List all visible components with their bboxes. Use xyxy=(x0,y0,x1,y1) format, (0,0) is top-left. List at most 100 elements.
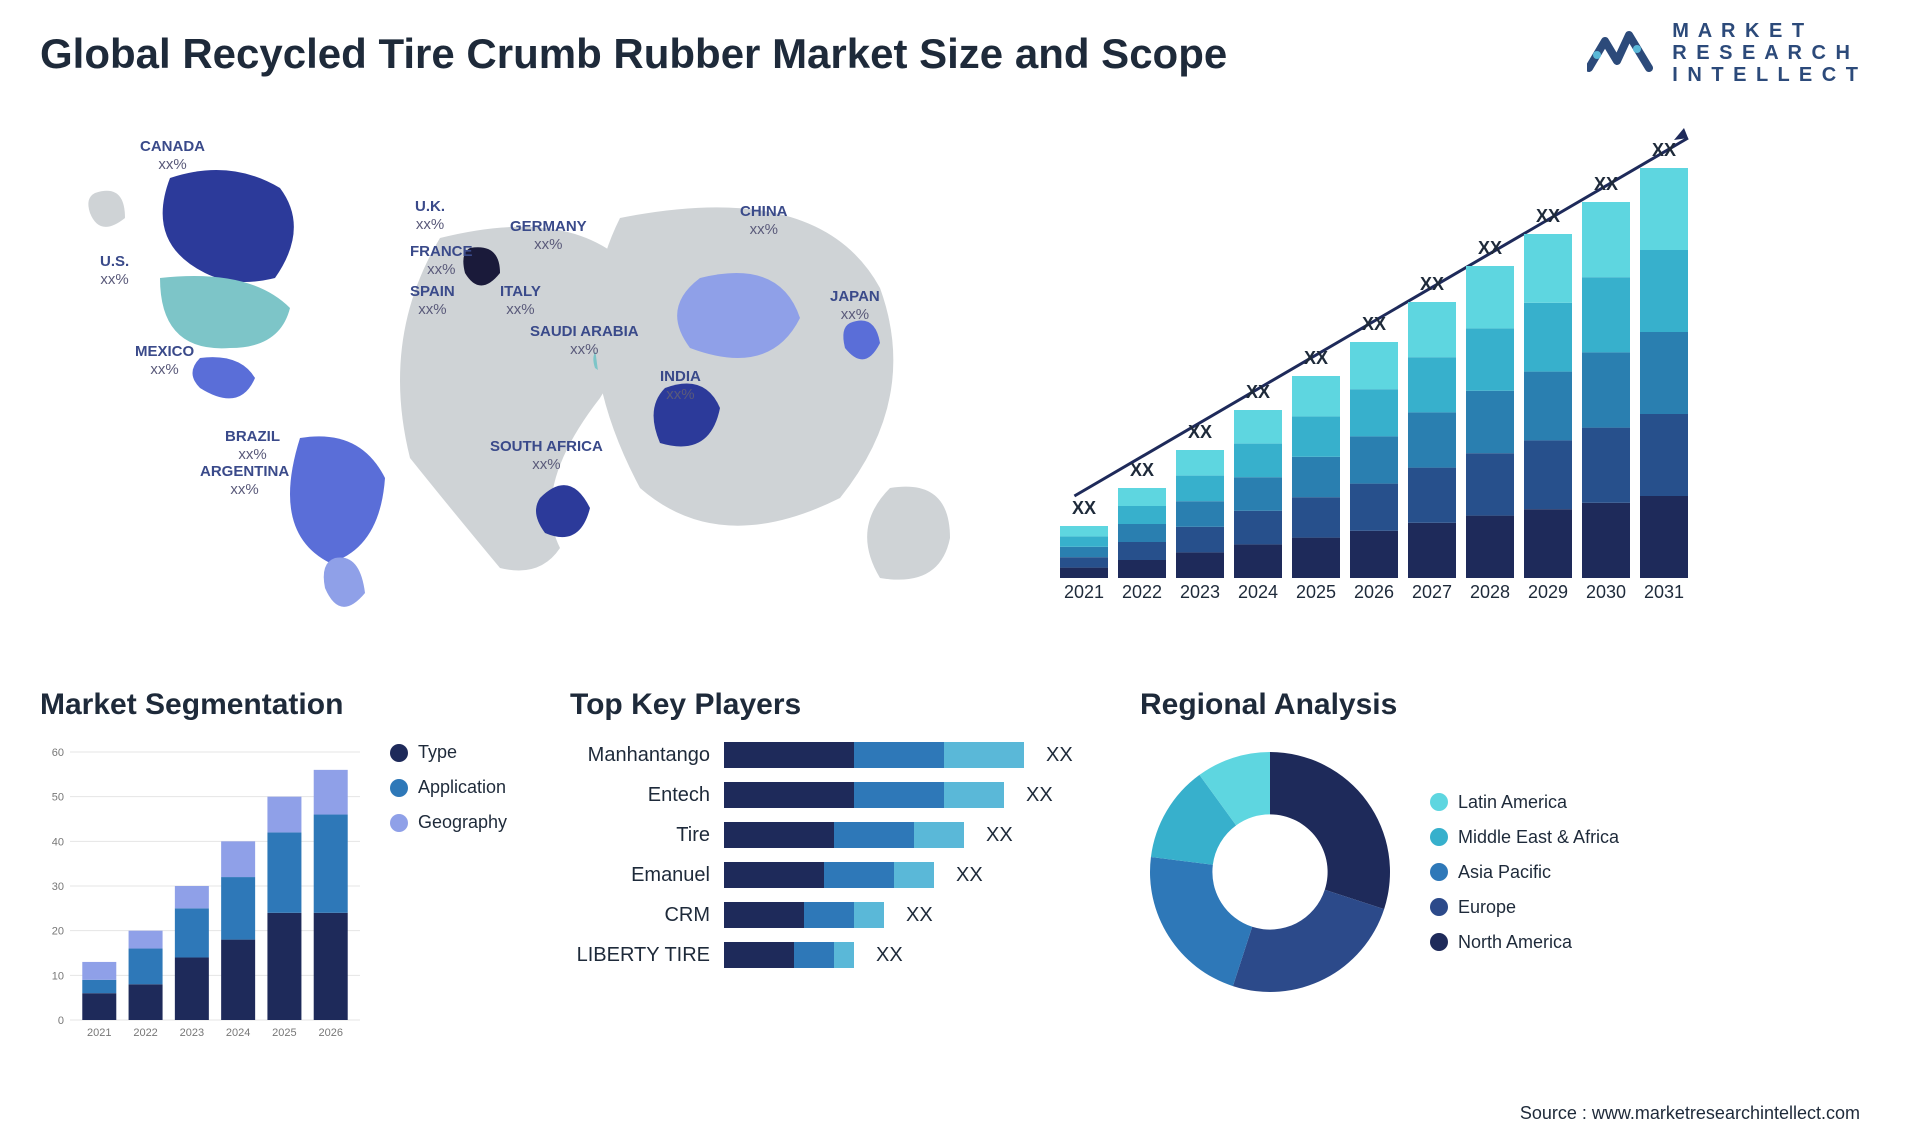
segmentation-chart: 0 10 20 30 40 50 60 2021 2022 2023 2024 2025 2026 xyxy=(40,742,370,1052)
region-legend-item: Middle East & Africa xyxy=(1430,827,1619,848)
svg-text:XX: XX xyxy=(1072,498,1096,518)
region-legend-item: Latin America xyxy=(1430,792,1619,813)
svg-text:2025: 2025 xyxy=(1296,582,1336,602)
svg-text:2031: 2031 xyxy=(1644,582,1684,602)
region-legend-item: Asia Pacific xyxy=(1430,862,1619,883)
key-player-value: XX xyxy=(1026,784,1053,807)
svg-text:20: 20 xyxy=(52,926,64,938)
seg-legend-item: Type xyxy=(390,742,507,763)
regional-section: Regional Analysis Latin America Middle Ea… xyxy=(1140,688,1700,1052)
svg-text:XX: XX xyxy=(1362,314,1386,334)
seg-legend-item: Application xyxy=(390,777,507,798)
key-player-row: Emanuel XX xyxy=(570,862,1110,888)
svg-text:XX: XX xyxy=(1246,382,1270,402)
svg-text:XX: XX xyxy=(1188,422,1212,442)
map-label-spain: SPAINxx% xyxy=(410,283,455,319)
key-player-bar xyxy=(724,862,934,888)
key-player-bar xyxy=(724,742,1024,768)
key-player-value: XX xyxy=(876,944,903,967)
key-players-section: Top Key Players ManhantangoXXEntechXXTir… xyxy=(570,688,1110,1052)
svg-text:2026: 2026 xyxy=(1354,582,1394,602)
region-legend-item: North America xyxy=(1430,932,1619,953)
world-map: CANADAxx% U.S.xx% MEXICOxx% BRAZILxx%ARGENT… xyxy=(40,108,980,658)
segmentation-section: Market Segmentation 0 10 20 30 40 50 60 2021 202… xyxy=(40,688,540,1052)
svg-text:2027: 2027 xyxy=(1412,582,1452,602)
key-player-bar xyxy=(724,902,884,928)
growth-bar-chart: XX 2021 XX 2022 XX 2023 XX 2024 XX 2025 XX 2026 XX 20… xyxy=(1020,108,1860,658)
world-map-svg xyxy=(40,108,980,658)
key-player-value: XX xyxy=(1046,744,1073,767)
map-label-south-africa: SOUTH AFRICAxx% xyxy=(490,438,603,474)
svg-text:0: 0 xyxy=(58,1015,64,1027)
key-player-label: LIBERTY TIRE xyxy=(570,944,710,967)
key-player-row: CRM XX xyxy=(570,902,1110,928)
map-label-france: FRANCExx% xyxy=(410,243,473,279)
svg-text:2021: 2021 xyxy=(87,1027,111,1039)
svg-text:XX: XX xyxy=(1130,460,1154,480)
svg-text:2021: 2021 xyxy=(1064,582,1104,602)
svg-text:XX: XX xyxy=(1536,206,1560,226)
key-players-title: Top Key Players xyxy=(570,688,1110,722)
svg-text:XX: XX xyxy=(1304,348,1328,368)
regional-legend: Latin America Middle East & Africa Asia Pa… xyxy=(1430,792,1619,953)
svg-text:XX: XX xyxy=(1652,140,1676,160)
svg-text:XX: XX xyxy=(1594,174,1618,194)
svg-text:2022: 2022 xyxy=(133,1027,157,1039)
key-player-bar xyxy=(724,782,1004,808)
key-player-label: Tire xyxy=(570,824,710,847)
regional-donut-chart xyxy=(1140,742,1400,1002)
svg-text:2025: 2025 xyxy=(272,1027,296,1039)
key-player-value: XX xyxy=(986,824,1013,847)
svg-text:2029: 2029 xyxy=(1528,582,1568,602)
segmentation-legend: Type Application Geography xyxy=(390,742,507,1052)
svg-text:30: 30 xyxy=(52,881,64,893)
svg-text:2026: 2026 xyxy=(318,1027,342,1039)
key-players-rows: Manhantango XX Entech XX Tire XX Emanuel XX CRM X… xyxy=(570,742,1110,968)
key-player-row: Entech XX xyxy=(570,782,1110,808)
svg-text:XX: XX xyxy=(1420,274,1444,294)
svg-text:2030: 2030 xyxy=(1586,582,1626,602)
svg-text:40: 40 xyxy=(52,836,64,848)
seg-legend-item: Geography xyxy=(390,812,507,833)
map-label-italy: ITALYxx% xyxy=(500,283,541,319)
brand-logo: M A R K E T R E S E A R C H I N T E L L … xyxy=(1587,20,1860,86)
key-player-row: Manhantango XX xyxy=(570,742,1110,768)
map-label-germany: GERMANYxx% xyxy=(510,218,587,254)
map-label-brazil: BRAZILxx% xyxy=(225,428,280,464)
svg-text:2023: 2023 xyxy=(1180,582,1220,602)
key-player-label: Manhantango xyxy=(570,744,710,767)
brand-line3: I N T E L L E C T xyxy=(1672,64,1860,86)
key-player-row: LIBERTY TIRE XX xyxy=(570,942,1110,968)
key-player-bar xyxy=(724,942,854,968)
svg-text:10: 10 xyxy=(52,970,64,982)
source-text: Source : www.marketresearchintellect.com xyxy=(1520,1103,1860,1124)
key-player-bar xyxy=(724,822,964,848)
map-label-argentina: ARGENTINAxx% xyxy=(200,463,289,499)
svg-text:2022: 2022 xyxy=(1122,582,1162,602)
svg-text:2024: 2024 xyxy=(1238,582,1278,602)
brand-mark-icon xyxy=(1587,23,1657,83)
svg-text:2028: 2028 xyxy=(1470,582,1510,602)
brand-line1: M A R K E T xyxy=(1672,20,1860,42)
brand-line2: R E S E A R C H xyxy=(1672,42,1860,64)
svg-text:2024: 2024 xyxy=(226,1027,250,1039)
map-label-china: CHINAxx% xyxy=(740,203,788,239)
key-player-row: Tire XX xyxy=(570,822,1110,848)
map-label-india: INDIAxx% xyxy=(660,368,701,404)
map-label-u-s-: U.S.xx% xyxy=(100,253,129,289)
map-label-mexico: MEXICOxx% xyxy=(135,343,194,379)
map-label-u-k-: U.K.xx% xyxy=(415,198,445,234)
key-player-label: Emanuel xyxy=(570,864,710,887)
key-player-value: XX xyxy=(906,904,933,927)
svg-text:50: 50 xyxy=(52,792,64,804)
key-player-label: Entech xyxy=(570,784,710,807)
segmentation-title: Market Segmentation xyxy=(40,688,540,722)
map-label-japan: JAPANxx% xyxy=(830,288,880,324)
svg-text:2023: 2023 xyxy=(180,1027,204,1039)
svg-text:60: 60 xyxy=(52,747,64,759)
regional-title: Regional Analysis xyxy=(1140,688,1700,722)
key-player-value: XX xyxy=(956,864,983,887)
key-player-label: CRM xyxy=(570,904,710,927)
region-legend-item: Europe xyxy=(1430,897,1619,918)
map-label-canada: CANADAxx% xyxy=(140,138,205,174)
